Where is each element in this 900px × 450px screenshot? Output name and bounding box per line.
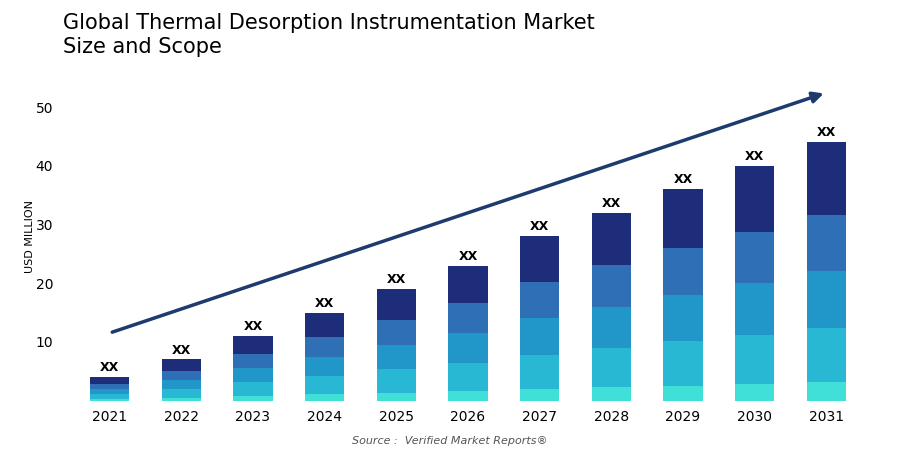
Bar (90, 399, 130, 400)
Bar (448, 363, 488, 391)
Bar (376, 393, 416, 401)
Bar (233, 336, 273, 354)
Bar (520, 355, 560, 389)
Bar (663, 248, 703, 295)
Bar (448, 303, 488, 333)
Bar (663, 342, 703, 386)
Text: XX: XX (817, 126, 836, 140)
Text: XX: XX (387, 273, 406, 286)
Bar (591, 387, 631, 400)
Bar (806, 328, 846, 382)
Bar (233, 368, 273, 382)
Bar (233, 396, 273, 400)
Bar (448, 391, 488, 400)
Bar (806, 382, 846, 400)
Y-axis label: USD MILLION: USD MILLION (25, 200, 35, 273)
Bar (663, 386, 703, 400)
Bar (305, 312, 345, 337)
Text: XX: XX (458, 250, 478, 263)
Bar (162, 371, 201, 380)
Bar (305, 394, 345, 400)
Bar (233, 354, 273, 368)
Bar (735, 283, 774, 335)
Bar (448, 266, 488, 303)
Bar (663, 189, 703, 248)
Bar (735, 232, 774, 283)
Bar (90, 377, 130, 383)
Bar (162, 380, 201, 389)
Bar (376, 369, 416, 393)
Bar (162, 398, 201, 400)
Bar (520, 236, 560, 282)
Bar (90, 389, 130, 394)
Bar (806, 215, 846, 271)
Bar (162, 389, 201, 398)
Bar (90, 383, 130, 389)
Bar (520, 282, 560, 319)
Bar (520, 389, 560, 400)
Bar (162, 360, 201, 371)
Text: XX: XX (100, 361, 119, 374)
Text: XX: XX (315, 297, 334, 310)
Text: XX: XX (602, 197, 621, 210)
Bar (735, 166, 774, 232)
Text: Global Thermal Desorption Instrumentation Market
Size and Scope: Global Thermal Desorption Instrumentatio… (63, 14, 595, 57)
Text: Source :  Verified Market Reports®: Source : Verified Market Reports® (352, 436, 548, 446)
Bar (591, 266, 631, 306)
Bar (735, 335, 774, 384)
Bar (90, 394, 130, 399)
Bar (376, 289, 416, 320)
Bar (305, 356, 345, 376)
Bar (520, 319, 560, 355)
Text: XX: XX (673, 173, 693, 186)
Bar (591, 306, 631, 348)
Text: XX: XX (172, 343, 191, 356)
Bar (735, 384, 774, 400)
Bar (448, 333, 488, 363)
Bar (806, 271, 846, 328)
Text: XX: XX (530, 220, 549, 233)
Text: XX: XX (243, 320, 263, 333)
Bar (305, 376, 345, 394)
Bar (591, 348, 631, 387)
Bar (376, 345, 416, 369)
Bar (663, 295, 703, 342)
Bar (233, 382, 273, 396)
Text: XX: XX (745, 150, 764, 163)
Bar (591, 213, 631, 266)
Bar (305, 337, 345, 356)
Bar (806, 142, 846, 215)
Bar (376, 320, 416, 345)
